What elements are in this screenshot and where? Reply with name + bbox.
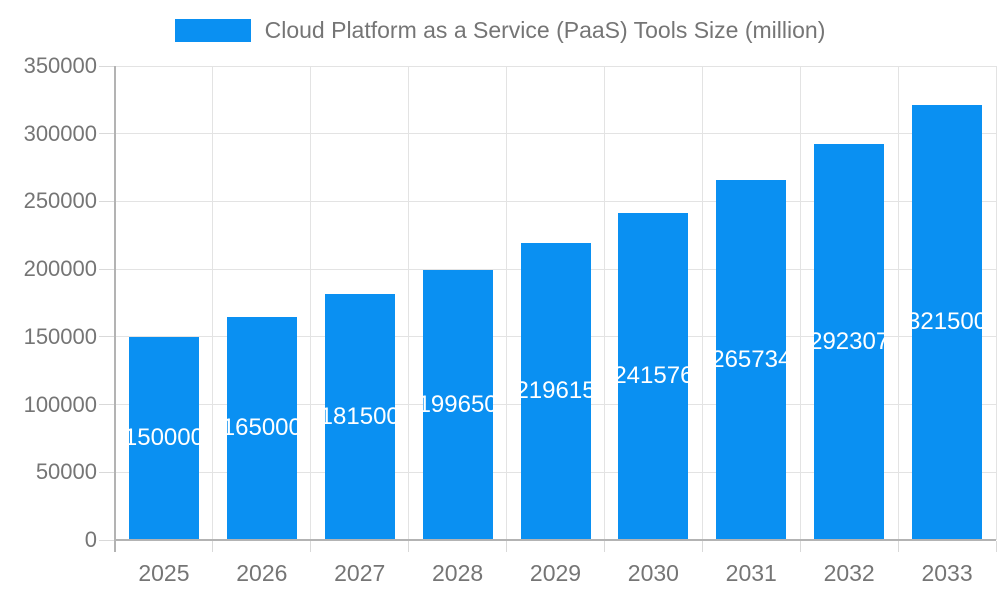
gridline-vertical (603, 66, 605, 540)
bar-2031[interactable]: 265734 (716, 180, 787, 540)
bar-value-label: 265734 (716, 346, 787, 374)
x-axis-label-2025: 2025 (138, 560, 190, 586)
gridline-vertical (799, 66, 801, 540)
x-axis-tick (603, 541, 605, 552)
bar-2033[interactable]: 321500 (912, 104, 983, 540)
bar-2029[interactable]: 219615 (520, 242, 591, 540)
bar-2026[interactable]: 165000 (226, 316, 297, 540)
y-axis-line (114, 66, 116, 552)
y-axis-tick-label: 100000 (23, 391, 97, 417)
gridline-vertical (212, 66, 214, 540)
y-axis-tick (99, 133, 115, 135)
gridline-vertical (897, 66, 899, 540)
y-axis-tick-label: 50000 (35, 459, 97, 485)
y-axis-tick-label: 0 (84, 527, 97, 552)
x-axis-label-2027: 2027 (334, 560, 386, 586)
legend-label: Cloud Platform as a Service (PaaS) Tools… (264, 17, 826, 43)
bar-2030[interactable]: 241576 (618, 212, 689, 540)
bar-value-label: 219615 (520, 377, 591, 405)
y-axis-tick-label: 150000 (23, 323, 97, 349)
y-axis-tick-label: 200000 (23, 256, 97, 282)
x-axis-tick (995, 541, 997, 552)
x-axis-tick (310, 541, 312, 552)
bar-value-label: 150000 (128, 424, 199, 452)
y-axis-tick-label: 250000 (23, 188, 97, 214)
gridline-vertical (506, 66, 508, 540)
x-axis-tick (212, 541, 214, 552)
x-axis-tick (701, 541, 703, 552)
bar-2027[interactable]: 181500 (324, 294, 395, 540)
bar-value-label: 292307 (814, 328, 885, 356)
y-axis-tick (99, 268, 115, 270)
gridline-horizontal (115, 65, 996, 67)
y-axis-tick (99, 404, 115, 406)
y-axis-tick (99, 471, 115, 473)
y-axis-tick (99, 539, 115, 541)
bar-value-label: 181500 (324, 403, 395, 431)
x-axis-label-2026: 2026 (236, 560, 288, 586)
x-axis-label-2033: 2033 (921, 560, 973, 586)
bar-2028[interactable]: 199650 (422, 269, 493, 540)
gridline-vertical (310, 66, 312, 540)
gridline-vertical (701, 66, 703, 540)
x-axis-tick (897, 541, 899, 552)
gridline-vertical (408, 66, 410, 540)
bar-2032[interactable]: 292307 (814, 144, 885, 540)
x-axis-label-2032: 2032 (823, 560, 875, 586)
x-axis-tick (799, 541, 801, 552)
bar-2025[interactable]: 150000 (128, 336, 199, 540)
gridline-horizontal (115, 133, 996, 135)
bar-value-label: 165000 (226, 414, 297, 442)
x-axis-label-2031: 2031 (725, 560, 777, 586)
gridline-vertical (995, 66, 997, 540)
bar-value-label: 199650 (422, 390, 493, 418)
y-axis-tick-label: 300000 (23, 120, 97, 146)
legend[interactable]: Cloud Platform as a Service (PaaS) Tools… (0, 17, 1000, 44)
bar-value-label: 241576 (618, 362, 689, 390)
x-axis-label-2028: 2028 (432, 560, 484, 586)
y-axis-tick (99, 336, 115, 338)
y-axis-tick (99, 200, 115, 202)
legend-swatch (174, 19, 251, 42)
x-axis-label-2029: 2029 (529, 560, 582, 586)
bar-value-label: 321500 (912, 308, 983, 336)
x-axis-tick (408, 541, 410, 552)
y-axis-tick-label: 350000 (23, 53, 97, 78)
x-axis-tick (506, 541, 508, 552)
x-axis-label-2030: 2030 (627, 560, 679, 586)
x-axis-baseline (115, 539, 996, 541)
gridline-horizontal (115, 200, 996, 202)
y-axis-tick (99, 65, 115, 67)
